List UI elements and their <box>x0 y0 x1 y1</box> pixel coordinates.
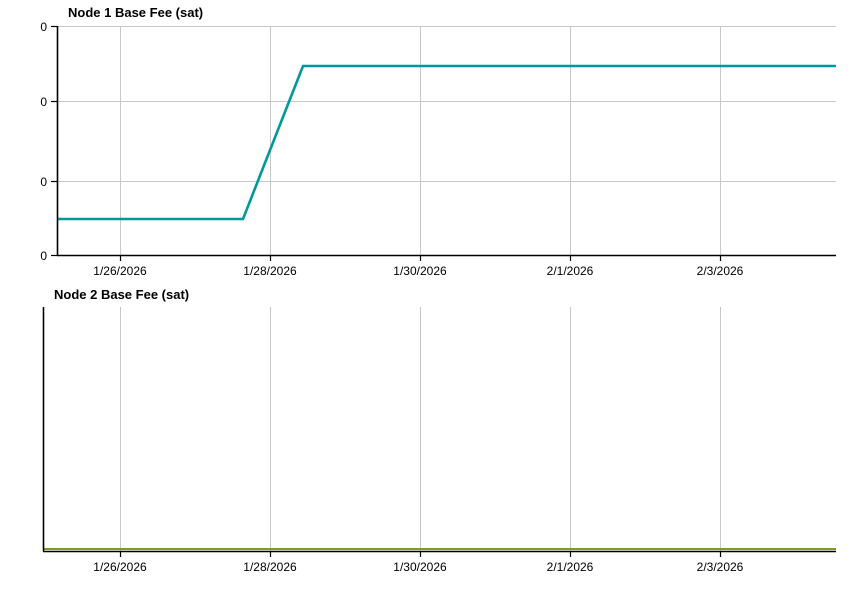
chart-2-x-tick-label-3: 2/1/2026 <box>547 560 594 574</box>
chart-1-x-tick-label-3: 2/1/2026 <box>547 264 594 278</box>
chart-1-plot: 0 0 0 0 1/26/2026 1/28/2026 1/30/2026 2/… <box>40 20 836 278</box>
chart-panel-node-2: Node 2 Base Fee (sat) 1/26/2026 1/28/202… <box>0 285 860 600</box>
chart-1-y-tick-label-3: 0 <box>40 249 47 263</box>
chart-1-horizontal-gridlines <box>57 26 836 182</box>
chart-2-x-tick-label-0: 1/26/2026 <box>93 560 147 574</box>
chart-1-x-tick-label-0: 1/26/2026 <box>93 264 147 278</box>
chart-2-vertical-gridlines <box>120 307 721 551</box>
chart-1-y-tick-label-1: 0 <box>40 95 47 109</box>
chart-2-x-tick-marks <box>119 551 722 557</box>
chart-1-y-tick-label-0: 0 <box>40 20 47 34</box>
chart-1-x-tick-label-1: 1/28/2026 <box>243 264 297 278</box>
chart-1-y-tick-marks <box>51 25 57 257</box>
chart-2-x-tick-label-1: 1/28/2026 <box>243 560 297 574</box>
chart-2-x-tick-label-4: 2/3/2026 <box>697 560 744 574</box>
chart-2-plot: 1/26/2026 1/28/2026 1/30/2026 2/1/2026 2… <box>42 307 836 574</box>
chart-2-x-tick-label-2: 1/30/2026 <box>393 560 447 574</box>
chart-1-series-line <box>57 64 836 221</box>
chart-1-x-tick-label-4: 2/3/2026 <box>697 264 744 278</box>
chart-1-y-tick-label-2: 0 <box>40 175 47 189</box>
chart-2-title: Node 2 Base Fee (sat) <box>54 287 190 302</box>
chart-1-x-tick-marks <box>119 255 722 261</box>
chart-1-vertical-gridlines <box>120 26 721 255</box>
chart-1-title: Node 1 Base Fee (sat) <box>68 5 204 20</box>
chart-panel-node-1: Node 1 Base Fee (sat) <box>0 0 860 280</box>
chart-1-x-tick-label-2: 1/30/2026 <box>393 264 447 278</box>
